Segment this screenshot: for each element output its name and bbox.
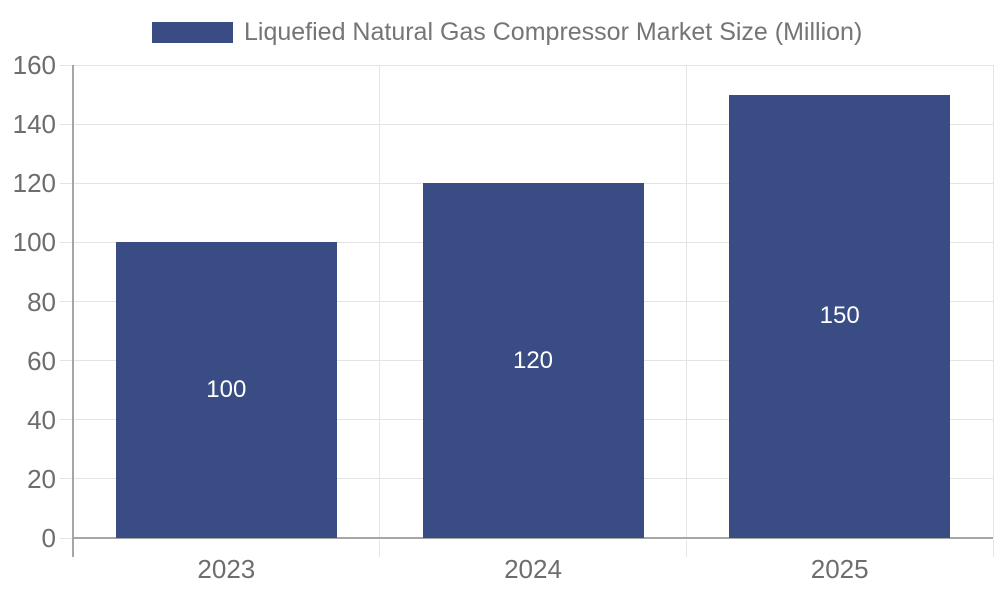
y-tick-label: 40 [27,404,56,435]
bar: 120 [422,183,644,538]
y-axis-tick [60,64,73,66]
x-axis-tick [992,540,994,557]
y-axis-tick [60,478,73,480]
gridline-y [73,123,993,125]
y-axis-tick [60,419,73,421]
x-axis-tick [685,540,687,557]
y-axis-tick [60,241,73,243]
y-tick-label: 140 [12,109,56,140]
y-axis-line [72,65,74,557]
x-axis-label: 2023 [197,554,256,584]
bar-value-label: 150 [819,302,860,330]
bar-value-label: 120 [512,346,554,374]
y-axis-tick [60,537,73,539]
legend-label: Liquefied Natural Gas Compressor Market … [244,18,863,46]
y-tick-label: 0 [41,523,56,553]
x-axis-line [73,537,993,539]
y-tick-label: 80 [27,286,56,317]
x-axis-tick [379,540,381,557]
gridline-y [73,64,993,66]
bar: 100 [115,242,337,538]
gridline-x [685,65,687,538]
y-tick-label: 100 [12,227,56,258]
x-axis-label: 2025 [810,554,869,584]
y-tick-label: 160 [12,50,56,80]
y-axis-tick [60,360,73,362]
y-tick-label: 120 [12,168,56,199]
y-axis-tick [60,301,73,302]
gridline-x [992,65,994,538]
legend-item[interactable]: Liquefied Natural Gas Compressor Market … [152,18,862,46]
gridline-x [379,65,381,538]
y-axis-tick [60,182,73,184]
x-axis-label: 2024 [504,554,562,584]
bar: 150 [729,94,951,538]
y-tick-label: 60 [27,345,56,376]
legend-swatch [152,21,233,43]
bar-value-label: 100 [206,376,247,404]
y-tick-label: 20 [27,463,56,494]
y-axis-tick [60,123,73,125]
